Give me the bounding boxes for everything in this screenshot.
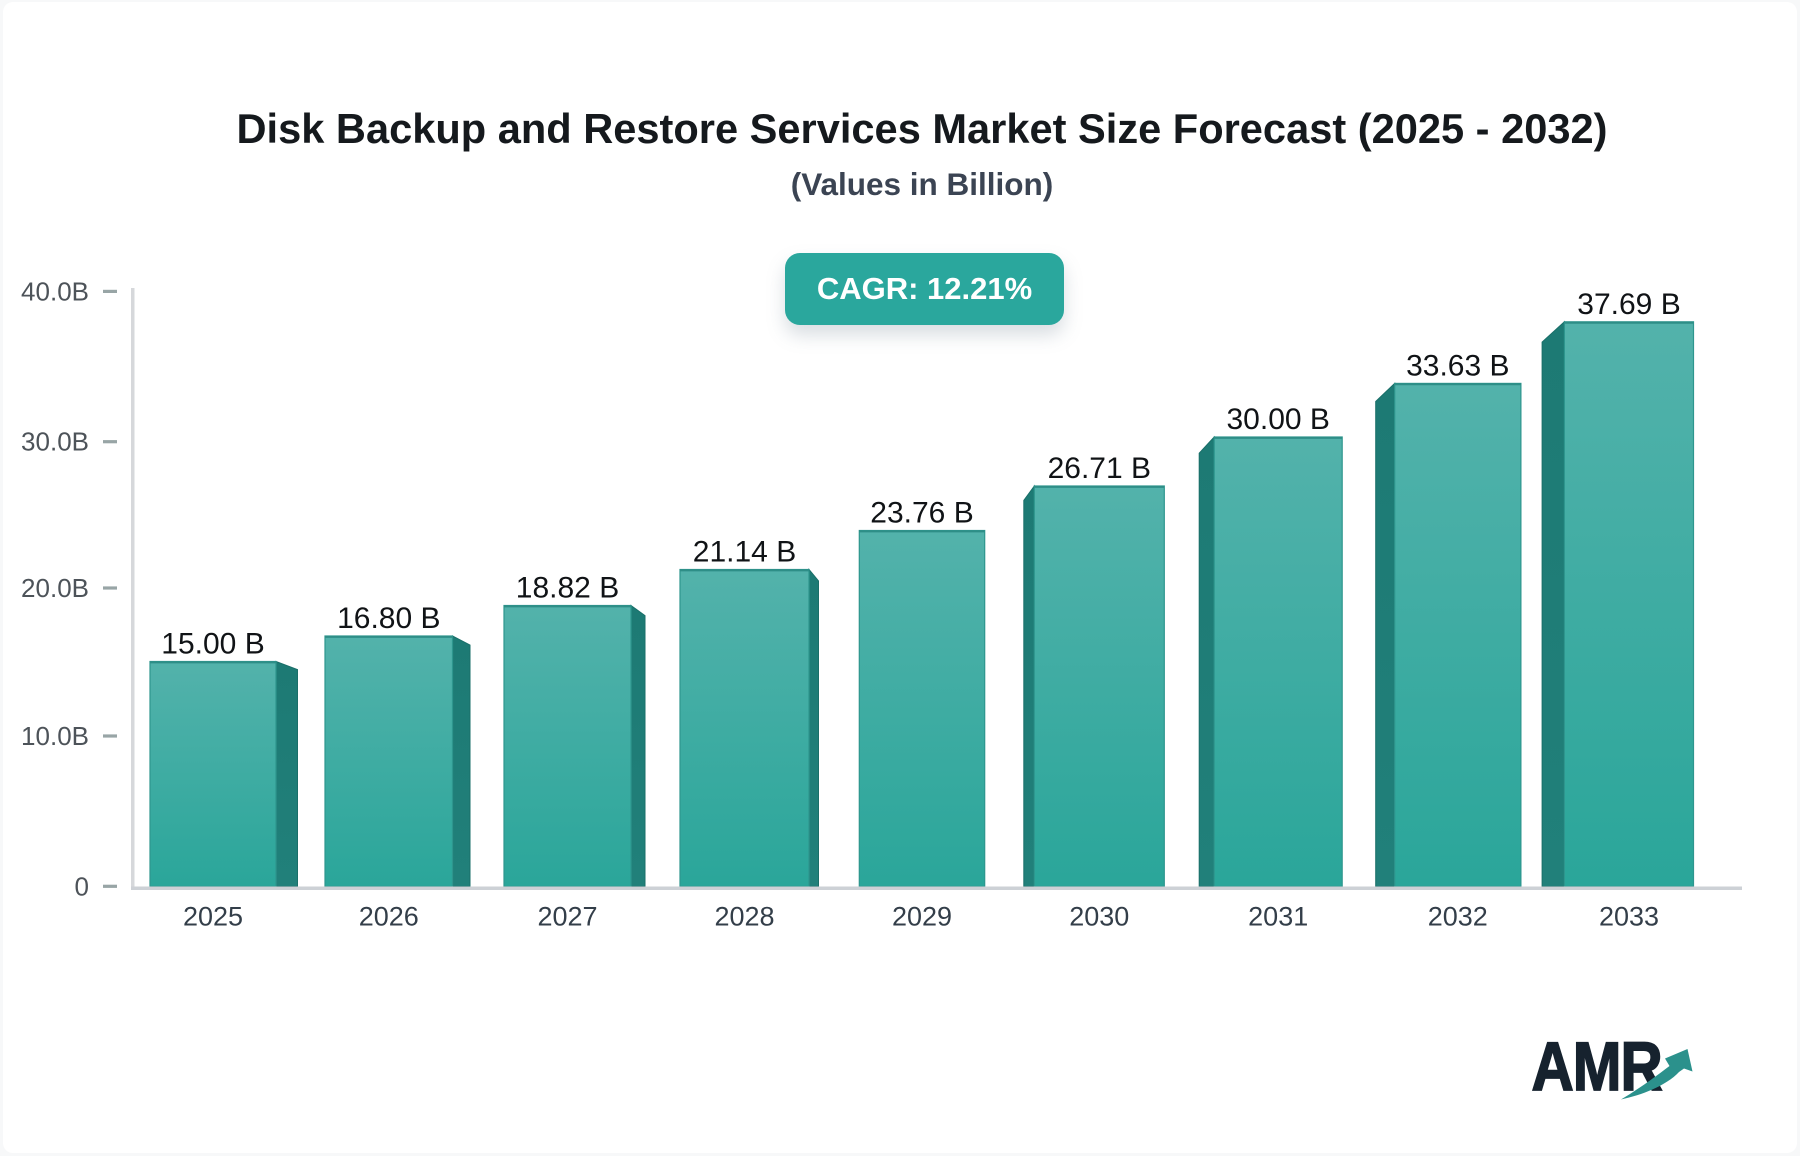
svg-text:2033: 2033 xyxy=(1599,902,1659,932)
svg-text:18.82 B: 18.82 B xyxy=(516,572,619,605)
svg-text:40.0B: 40.0B xyxy=(21,276,89,306)
svg-text:2027: 2027 xyxy=(537,902,597,932)
svg-text:30.00 B: 30.00 B xyxy=(1226,403,1329,436)
svg-text:15.00 B: 15.00 B xyxy=(161,628,264,661)
svg-text:33.63 B: 33.63 B xyxy=(1406,349,1509,382)
svg-text:2029: 2029 xyxy=(892,902,952,932)
svg-text:16.80 B: 16.80 B xyxy=(337,602,440,635)
svg-text:2025: 2025 xyxy=(183,902,243,932)
svg-text:2031: 2031 xyxy=(1248,902,1308,932)
svg-text:26.71 B: 26.71 B xyxy=(1048,452,1151,485)
svg-text:10.0B: 10.0B xyxy=(21,721,89,751)
svg-text:2030: 2030 xyxy=(1069,902,1129,932)
svg-text:37.69 B: 37.69 B xyxy=(1577,288,1680,321)
svg-text:2032: 2032 xyxy=(1428,902,1488,932)
svg-text:2026: 2026 xyxy=(359,902,419,932)
svg-text:20.0B: 20.0B xyxy=(21,573,89,603)
svg-text:30.0B: 30.0B xyxy=(21,427,89,457)
svg-text:2028: 2028 xyxy=(714,902,774,932)
svg-text:23.76 B: 23.76 B xyxy=(870,497,973,530)
svg-text:21.14 B: 21.14 B xyxy=(693,536,796,569)
svg-text:0: 0 xyxy=(75,871,89,901)
